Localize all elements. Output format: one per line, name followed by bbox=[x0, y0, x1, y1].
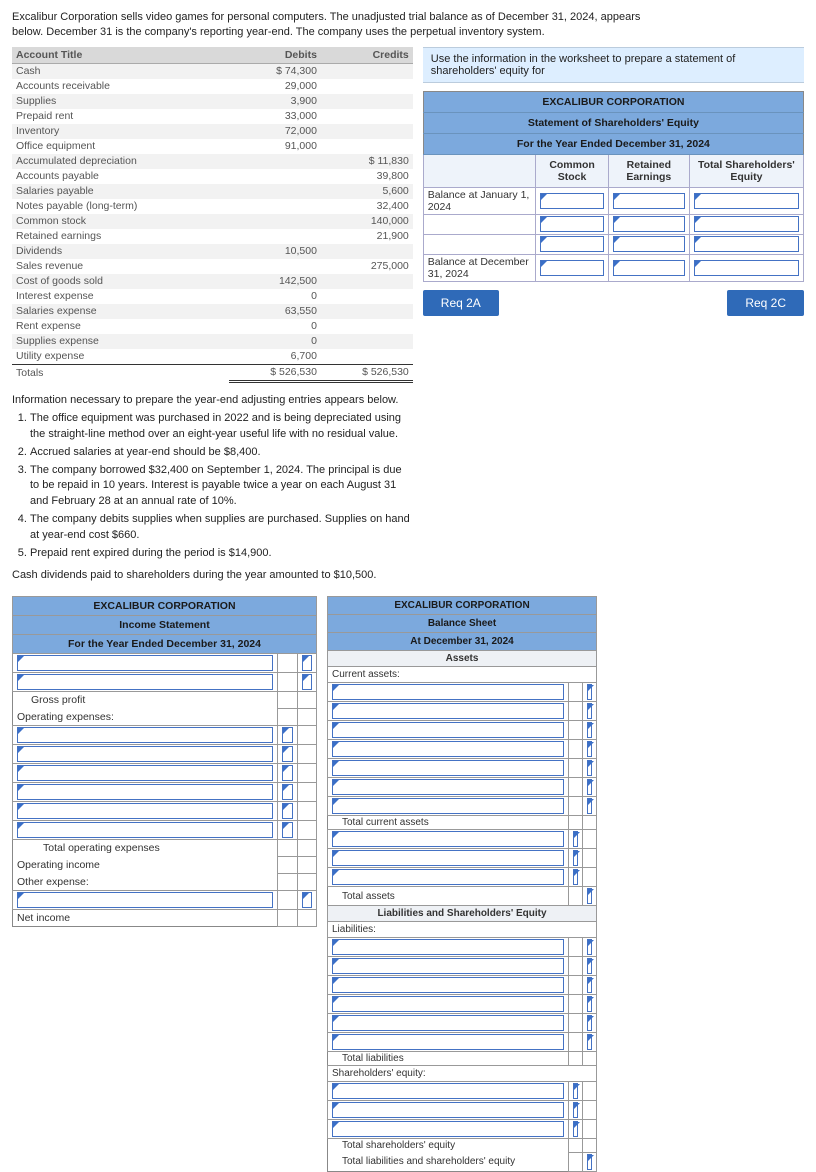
balance-sheet-table: EXCALIBUR CORPORATION Balance Sheet At D… bbox=[327, 596, 597, 1172]
table-row bbox=[328, 740, 597, 759]
equity-input-cell-1-1[interactable] bbox=[540, 216, 604, 232]
table-row: Total operating expenses bbox=[13, 840, 317, 857]
trial-balance-rows: Cash $ 74,300 Accounts receivable 29,000 Sup… bbox=[12, 63, 413, 364]
table-row: Current assets: bbox=[328, 667, 597, 683]
table-row bbox=[13, 764, 317, 783]
income-statement-rows: Gross profit Operating expenses: Total ope… bbox=[13, 654, 317, 927]
table-row bbox=[328, 868, 597, 887]
table-row bbox=[328, 721, 597, 740]
table-row: Other expense: bbox=[13, 874, 317, 891]
table-row bbox=[13, 821, 317, 840]
table-row bbox=[328, 1014, 597, 1033]
equity-input-cell-2-2[interactable] bbox=[613, 236, 685, 252]
balance-sheet-rows: Current assets: Total current assets Total… bbox=[328, 667, 597, 1172]
table-row bbox=[328, 1120, 597, 1139]
table-row bbox=[13, 673, 317, 692]
table-row: Total current assets bbox=[328, 816, 597, 830]
table-row bbox=[328, 976, 597, 995]
equity-input-cell-1-2[interactable] bbox=[613, 216, 685, 232]
table-row bbox=[328, 1033, 597, 1052]
table-row bbox=[328, 830, 597, 849]
equity-input-cell-3-3[interactable] bbox=[694, 260, 799, 276]
table-row bbox=[328, 1101, 597, 1120]
table-row: Salaries payable 5,600 bbox=[12, 184, 413, 199]
equity-input-cell-3-2[interactable] bbox=[613, 260, 685, 276]
table-row bbox=[328, 938, 597, 957]
table-row bbox=[328, 995, 597, 1014]
table-row: Total shareholders' equity bbox=[328, 1139, 597, 1153]
table-row: Balance at December 31, 2024 bbox=[423, 254, 803, 281]
equity-input-cell-0-1[interactable] bbox=[540, 193, 604, 209]
wizard-nav: Req 2A Req 2C bbox=[423, 290, 804, 316]
table-row bbox=[328, 797, 597, 816]
table-row: Total assets bbox=[328, 887, 597, 906]
equity-input-cell-1-3[interactable] bbox=[694, 216, 799, 232]
table-row: Liabilities: bbox=[328, 922, 597, 938]
income-statement-table: EXCALIBUR CORPORATION Income Statement F… bbox=[12, 596, 317, 927]
equity-input-cell-3-1[interactable] bbox=[540, 260, 604, 276]
instruction-bar: Use the information in the worksheet to … bbox=[423, 47, 804, 83]
table-row bbox=[423, 214, 803, 234]
table-row bbox=[328, 957, 597, 976]
table-row: Interest expense 0 bbox=[12, 289, 413, 304]
table-row: Cash $ 74,300 bbox=[12, 63, 413, 79]
equity-input-cell-2-3[interactable] bbox=[694, 236, 799, 252]
table-row bbox=[13, 783, 317, 802]
next-req-button[interactable]: Req 2C bbox=[727, 290, 804, 316]
table-row: Sales revenue 275,000 bbox=[12, 259, 413, 274]
table-row: Net income bbox=[13, 910, 317, 927]
table-row bbox=[328, 1082, 597, 1101]
table-row: Shareholders' equity: bbox=[328, 1066, 597, 1082]
table-row: Utility expense 6,700 bbox=[12, 349, 413, 365]
table-row bbox=[13, 891, 317, 910]
table-row: Total liabilities and shareholders' equi… bbox=[328, 1153, 597, 1172]
table-row bbox=[13, 802, 317, 821]
table-row: Supplies expense 0 bbox=[12, 334, 413, 349]
table-row: Notes payable (long-term) 32,400 bbox=[12, 199, 413, 214]
table-row: Common stock 140,000 bbox=[12, 214, 413, 229]
table-row: Liabilities and Shareholders' Equity bbox=[328, 906, 597, 922]
table-row bbox=[328, 778, 597, 797]
table-row: Prepaid rent 33,000 bbox=[12, 109, 413, 124]
intro-text: Excalibur Corporation sells video games … bbox=[12, 10, 804, 41]
trial-balance-table: Account Title Debits Credits Cash $ 74,30… bbox=[12, 47, 413, 383]
table-row: Accounts receivable 29,000 bbox=[12, 79, 413, 94]
table-row: Gross profit bbox=[13, 692, 317, 709]
table-row: Cost of goods sold 142,500 bbox=[12, 274, 413, 289]
table-row bbox=[328, 759, 597, 778]
table-row: Total liabilities bbox=[328, 1052, 597, 1066]
table-row bbox=[13, 726, 317, 745]
table-row: Accounts payable 39,800 bbox=[12, 169, 413, 184]
table-row: Operating income bbox=[13, 857, 317, 874]
table-row: Operating expenses: bbox=[13, 709, 317, 726]
table-row: Office equipment 91,000 bbox=[12, 139, 413, 154]
equity-input-cell-2-1[interactable] bbox=[540, 236, 604, 252]
table-row: Rent expense 0 bbox=[12, 319, 413, 334]
table-row: Supplies 3,900 bbox=[12, 94, 413, 109]
prev-req-button[interactable]: Req 2A bbox=[423, 290, 499, 316]
table-row bbox=[328, 702, 597, 721]
table-row bbox=[328, 849, 597, 868]
table-row: Retained earnings 21,900 bbox=[12, 229, 413, 244]
table-row: Balance at January 1, 2024 bbox=[423, 187, 803, 214]
adjusting-entries-info: Information necessary to prepare the yea… bbox=[12, 393, 413, 584]
table-row: Dividends 10,500 bbox=[12, 244, 413, 259]
table-row bbox=[328, 683, 597, 702]
table-row: Inventory 72,000 bbox=[12, 124, 413, 139]
table-row bbox=[13, 745, 317, 764]
table-row bbox=[423, 234, 803, 254]
shareholders-equity-table: EXCALIBUR CORPORATION Statement of Share… bbox=[423, 91, 804, 282]
shareholders-equity-rows: Balance at January 1, 2024 Balance at Dec… bbox=[423, 187, 803, 281]
equity-input-cell-0-3[interactable] bbox=[694, 193, 799, 209]
equity-input-cell-0-2[interactable] bbox=[613, 193, 685, 209]
table-row bbox=[13, 654, 317, 673]
table-row: Accumulated depreciation $ 11,830 bbox=[12, 154, 413, 169]
table-row: Salaries expense 63,550 bbox=[12, 304, 413, 319]
